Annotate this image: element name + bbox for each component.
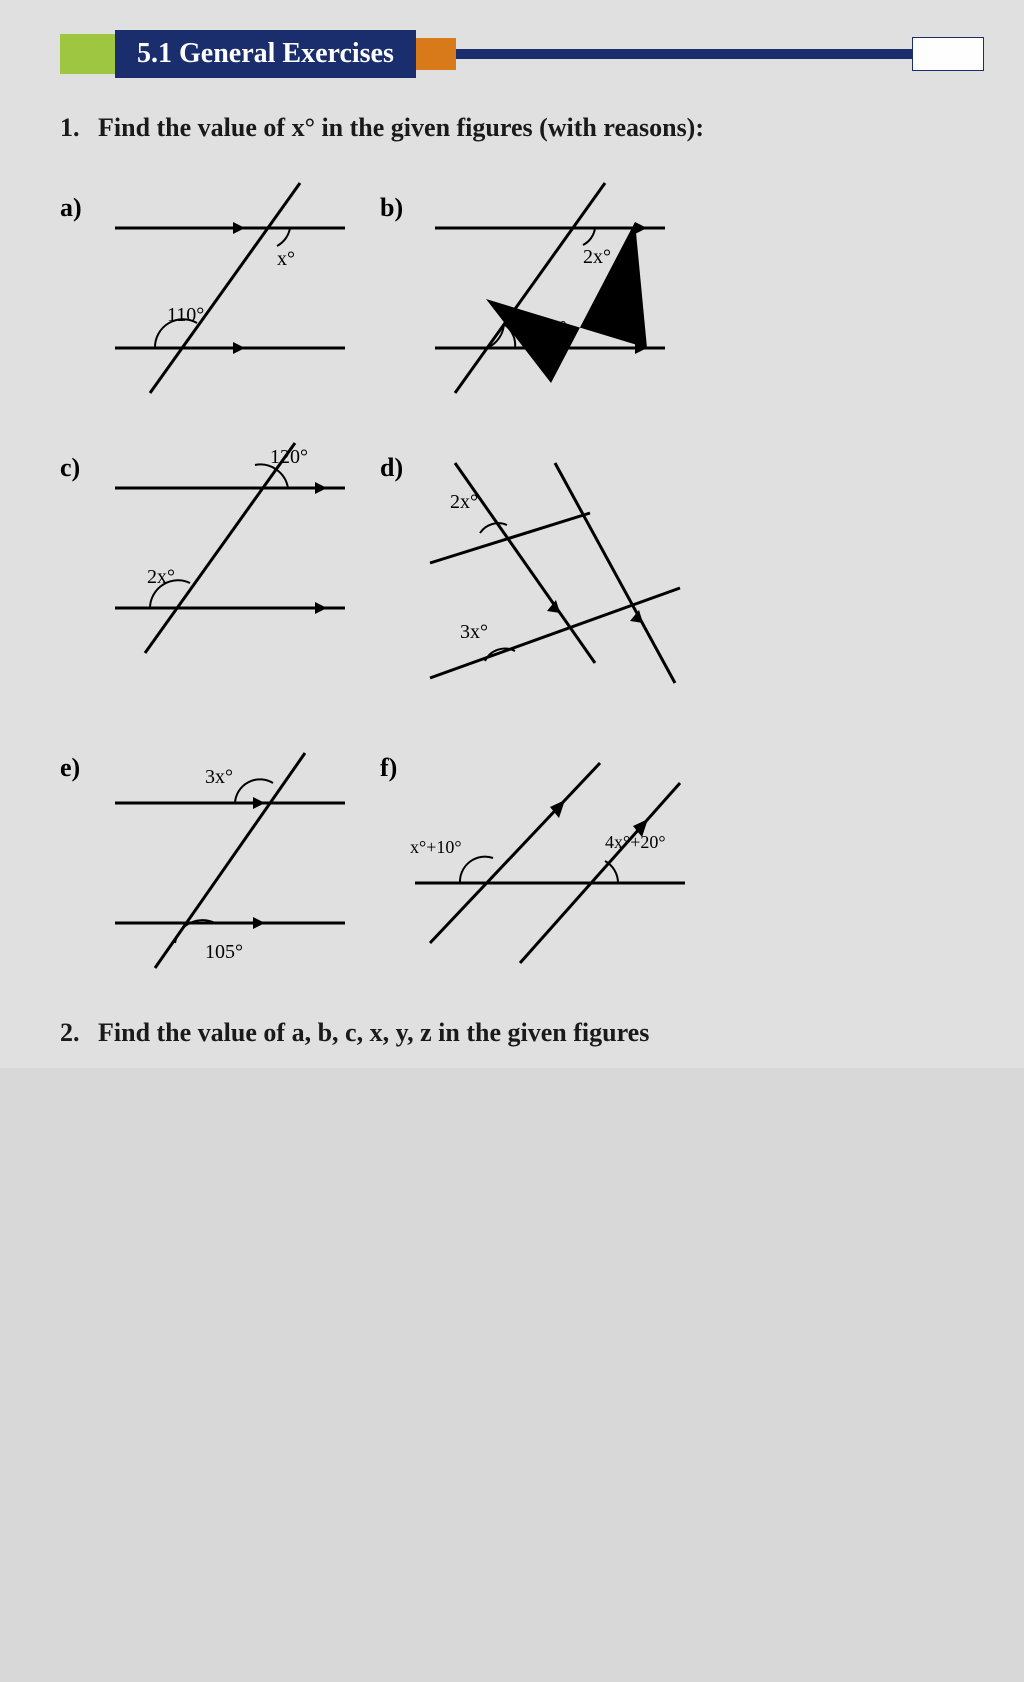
svg-text:2x°: 2x° bbox=[583, 246, 611, 268]
figure-label-e: e) bbox=[60, 733, 105, 783]
svg-text:3x°: 3x° bbox=[205, 766, 233, 788]
question-1: 1. Find the value of x° in the given fig… bbox=[60, 113, 984, 143]
svg-text:x°+30°: x°+30° bbox=[515, 317, 567, 337]
svg-text:105°: 105° bbox=[205, 941, 243, 963]
figure-c: 120° 2x° bbox=[105, 433, 370, 673]
figure-a: x° 110° bbox=[105, 173, 370, 413]
question-2-number: 2. bbox=[60, 1018, 80, 1048]
svg-text:x°: x° bbox=[277, 248, 295, 270]
section-title: 5.1 General Exercises bbox=[115, 30, 416, 78]
figure-label-d: d) bbox=[380, 433, 425, 483]
figure-label-a: a) bbox=[60, 173, 105, 223]
question-text: Find the value of x° in the given figure… bbox=[98, 113, 704, 142]
figure-label-b: b) bbox=[380, 173, 425, 223]
section-header: 5.1 General Exercises bbox=[60, 30, 984, 78]
white-tab bbox=[912, 37, 984, 71]
green-accent bbox=[60, 34, 115, 74]
header-rule bbox=[456, 49, 912, 59]
figure-e: 3x° 105° bbox=[105, 733, 370, 993]
svg-text:3x°: 3x° bbox=[460, 621, 488, 643]
figure-b: 2x° x°+30° bbox=[425, 173, 690, 413]
svg-text:2x°: 2x° bbox=[450, 491, 478, 513]
svg-text:110°: 110° bbox=[167, 304, 204, 326]
question-number: 1. bbox=[60, 113, 80, 143]
figure-f: x°+10° 4x°+20° bbox=[410, 733, 690, 993]
question-2: 2. Find the value of a, b, c, x, y, z in… bbox=[60, 1018, 984, 1048]
figure-label-c: c) bbox=[60, 433, 105, 483]
orange-accent bbox=[416, 38, 456, 70]
svg-text:2x°: 2x° bbox=[147, 566, 175, 588]
figure-d: 2x° 3x° bbox=[425, 433, 690, 713]
svg-text:120°: 120° bbox=[270, 446, 308, 468]
svg-text:x°+10°: x°+10° bbox=[410, 837, 462, 857]
figure-label-f: f) bbox=[380, 733, 410, 783]
svg-text:4x°+20°: 4x°+20° bbox=[605, 832, 666, 852]
question-2-text: Find the value of a, b, c, x, y, z in th… bbox=[98, 1018, 649, 1047]
